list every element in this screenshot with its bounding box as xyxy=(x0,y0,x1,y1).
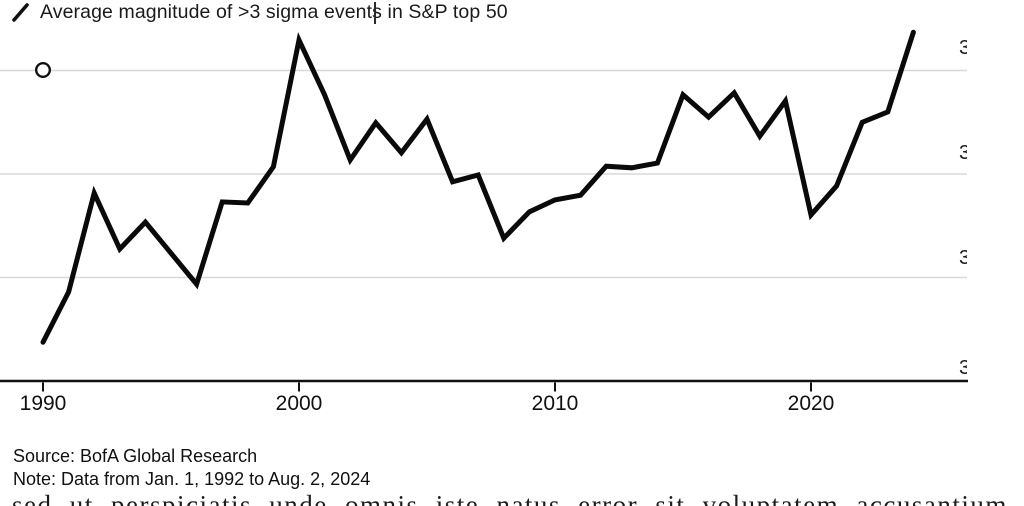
cropped-serif-text: sed ut perspiciatis unde omnis iste natu… xyxy=(12,490,1024,506)
x-axis-label: 2010 xyxy=(531,392,579,415)
x-axis-label: 1990 xyxy=(19,392,67,415)
x-axis-label: 2020 xyxy=(787,392,835,415)
y-axis-label-fragment: 3 xyxy=(959,356,967,379)
data-line xyxy=(40,29,916,345)
chart-footer: Source: BofA Global Research Note: Data … xyxy=(13,445,370,490)
note-line: Note: Data from Jan. 1, 1992 to Aug. 2, … xyxy=(13,468,371,489)
y-axis-label-fragment: 3 xyxy=(959,246,967,269)
legend-row: Average magnitude of >3 sigma events in … xyxy=(0,0,1024,30)
chart-title: Average magnitude of >3 sigma events in … xyxy=(40,1,508,23)
line-chart xyxy=(0,29,968,392)
y-axis-label-fragment: 3 xyxy=(959,141,967,164)
cropped-serif-text-fragment: sed ut perspiciatis unde omnis iste natu… xyxy=(0,490,1024,506)
source-line: Source: BofA Global Research xyxy=(13,446,258,466)
text-cursor xyxy=(374,2,376,24)
diagonal-line-sample-icon xyxy=(12,3,29,22)
open-circle-marker xyxy=(35,61,52,78)
y-axis-label-fragment: 3 xyxy=(959,36,967,59)
x-axis-label: 2000 xyxy=(275,392,323,415)
